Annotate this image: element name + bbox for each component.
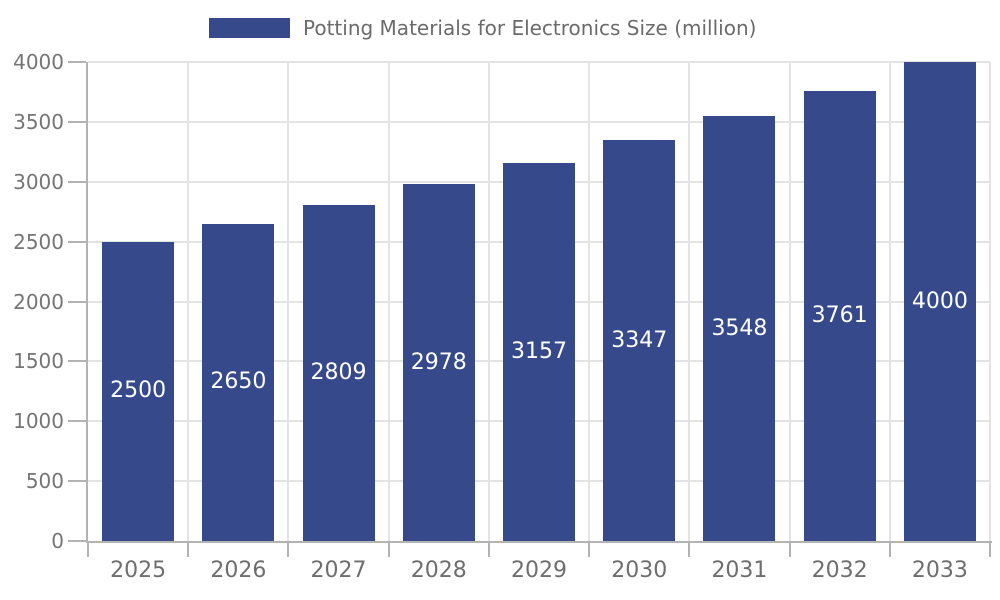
x-axis-tick-label: 2027 [310, 558, 367, 583]
bars-layer: 2500 2650 2809 2978 3157 3347 3548 3761 4000 [88, 62, 990, 541]
x-axis-tick [688, 541, 691, 557]
x-axis-tick [788, 541, 791, 557]
bar-slot: 2978 [389, 62, 489, 541]
bar-2031[interactable]: 3548 [703, 116, 776, 541]
x-gridline [688, 62, 691, 541]
bar-slot: 2809 [288, 62, 388, 541]
bar-2025[interactable]: 2500 [102, 241, 175, 541]
y-gridline [88, 120, 990, 123]
y-axis-tick-label: 500 [25, 469, 64, 494]
y-axis-tick [68, 480, 86, 483]
x-axis-tick [989, 541, 991, 557]
bar-slot: 3157 [489, 62, 589, 541]
bar-slot: 3761 [790, 62, 890, 541]
legend[interactable]: Potting Materials for Electronics Size (… [209, 16, 756, 40]
bar-slot: 4000 [890, 62, 990, 541]
y-axis-tick-label: 2500 [13, 229, 64, 254]
y-axis-tick-label: 3000 [13, 169, 64, 194]
bar-2028[interactable]: 2978 [402, 184, 475, 541]
bar-value-label: 3157 [510, 338, 567, 364]
bar-value-label: 2650 [210, 369, 267, 395]
x-axis-tick-label: 2030 [611, 558, 668, 583]
legend-label: Potting Materials for Electronics Size (… [303, 16, 757, 40]
y-axis-tick [68, 61, 86, 63]
x-axis-tick [487, 541, 490, 557]
y-axis-tick-label: 2000 [13, 289, 64, 314]
x-gridline [287, 62, 290, 541]
bar-2032[interactable]: 3761 [803, 90, 876, 541]
bar-2026[interactable]: 2650 [202, 223, 275, 541]
y-axis-tick [68, 360, 86, 363]
y-axis-tick-label: 4000 [13, 50, 64, 74]
x-axis-tick-label: 2025 [110, 558, 167, 583]
x-axis-tick [87, 541, 89, 557]
bar-2030[interactable]: 3347 [603, 140, 676, 541]
x-gridline [487, 62, 490, 541]
legend-swatch [209, 18, 290, 38]
bar-2027[interactable]: 2809 [302, 204, 375, 541]
bar-value-label: 2809 [310, 359, 367, 385]
bar-value-label: 3548 [711, 315, 768, 341]
x-axis-line [86, 541, 992, 543]
x-axis-tick-label: 2033 [911, 558, 968, 583]
bar-slot: 3347 [589, 62, 689, 541]
x-axis-tick [287, 541, 290, 557]
bar-slot: 2500 [88, 62, 188, 541]
bar-value-label: 3347 [611, 327, 668, 353]
x-gridline [788, 62, 791, 541]
y-axis-tick [68, 420, 86, 423]
x-gridline [387, 62, 390, 541]
x-axis-tick [588, 541, 591, 557]
x-axis-tick-label: 2028 [410, 558, 467, 583]
bar-value-label: 4000 [911, 288, 968, 314]
y-axis-tick [68, 240, 86, 243]
x-axis-tick-label: 2026 [210, 558, 267, 583]
x-gridline [989, 62, 991, 541]
x-gridline [187, 62, 190, 541]
y-axis-tick [68, 300, 86, 303]
bar-2033[interactable]: 4000 [903, 62, 976, 541]
x-axis-tick-label: 2029 [511, 558, 567, 583]
y-gridline [88, 61, 990, 63]
bar-value-label: 2978 [410, 349, 467, 375]
y-axis-tick-label: 1500 [13, 349, 64, 374]
y-axis-tick-label: 0 [51, 529, 64, 553]
y-axis-line [86, 62, 88, 543]
x-axis-tick-label: 2032 [811, 558, 868, 583]
x-axis-tick [888, 541, 891, 557]
bar-value-label: 2500 [110, 378, 167, 404]
y-axis-tick [68, 540, 86, 542]
x-axis-tick [187, 541, 190, 557]
x-axis-tick-label: 2031 [711, 558, 768, 583]
bar-value-label: 3761 [811, 302, 868, 328]
x-axis-tick [387, 541, 390, 557]
y-axis-tick-label: 1000 [13, 409, 64, 434]
bar-slot: 3548 [689, 62, 789, 541]
x-gridline [588, 62, 591, 541]
y-axis-tick-label: 3500 [13, 109, 64, 134]
bar-slot: 2650 [188, 62, 288, 541]
bar-2029[interactable]: 3157 [502, 162, 575, 541]
y-axis-tick [68, 180, 86, 183]
y-axis-tick [68, 120, 86, 123]
x-gridline [888, 62, 891, 541]
